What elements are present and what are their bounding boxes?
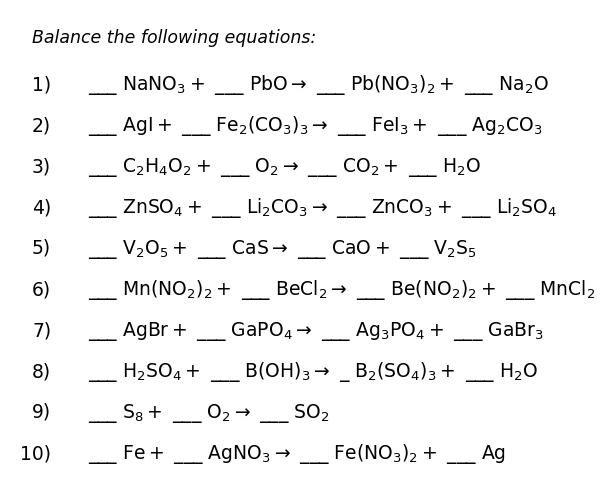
Text: Balance the following equations:: Balance the following equations: — [32, 29, 316, 47]
Text: 8): 8) — [32, 362, 51, 381]
Text: $\mathregular{\_ \_ \_ \ AgI + \ \_ \_ \_ \ Fe_2(CO_3)_3 \rightarrow \ \_ \_ \_ : $\mathregular{\_ \_ \_ \ AgI + \ \_ \_ \… — [88, 114, 543, 138]
Text: $\mathregular{\_ \_ \_ \ S_8 + \ \_ \_ \_ \ O_2 \rightarrow \ \_ \_ \_ \ SO_2}$: $\mathregular{\_ \_ \_ \ S_8 + \ \_ \_ \… — [88, 402, 330, 425]
Text: $\mathregular{\_ \_ \_ \ Fe + \ \_ \_ \_ \ AgNO_3 \rightarrow \ \_ \_ \_ \ Fe(NO: $\mathregular{\_ \_ \_ \ Fe + \ \_ \_ \_… — [88, 442, 506, 466]
Text: $\mathregular{\_ \_ \_ \ C_2H_4O_2 + \ \_ \_ \_ \ O_2 \rightarrow \ \_ \_ \_ \ C: $\mathregular{\_ \_ \_ \ C_2H_4O_2 + \ \… — [88, 156, 481, 179]
Text: 1): 1) — [32, 75, 51, 94]
Text: $\mathregular{\_ \_ \_ \ Mn(NO_2)_2 + \ \_ \_ \_ \ BeCl_2 \rightarrow \ \_ \_ \_: $\mathregular{\_ \_ \_ \ Mn(NO_2)_2 + \ … — [88, 278, 595, 302]
Text: 5): 5) — [32, 239, 51, 258]
Text: 3): 3) — [32, 157, 51, 176]
Text: $\mathregular{\_ \_ \_ \ AgBr + \ \_ \_ \_ \ GaPO_4 \rightarrow \ \_ \_ \_ \ Ag_: $\mathregular{\_ \_ \_ \ AgBr + \ \_ \_ … — [88, 320, 544, 343]
Text: 9): 9) — [32, 403, 51, 422]
Text: $\mathregular{\_ \_ \_ \ ZnSO_4 + \ \_ \_ \_ \ Li_2CO_3 \rightarrow \ \_ \_ \_ \: $\mathregular{\_ \_ \_ \ ZnSO_4 + \ \_ \… — [88, 196, 558, 220]
Text: 4): 4) — [32, 198, 51, 217]
Text: $\mathregular{\_ \_ \_ \ NaNO_3 + \ \_ \_ \_ \ PbO \rightarrow \ \_ \_ \_ \ Pb(N: $\mathregular{\_ \_ \_ \ NaNO_3 + \ \_ \… — [88, 73, 548, 97]
Text: $\mathregular{\_ \_ \_ \ H_2SO_4 + \ \_ \_ \_ \ B(OH)_3 \rightarrow \ \_ \ B_2(S: $\mathregular{\_ \_ \_ \ H_2SO_4 + \ \_ … — [88, 360, 538, 384]
Text: $\mathregular{\_ \_ \_ \ V_2O_5 + \ \_ \_ \_ \ CaS \rightarrow \ \_ \_ \_ \ CaO : $\mathregular{\_ \_ \_ \ V_2O_5 + \ \_ \… — [88, 238, 477, 261]
Text: 6): 6) — [32, 280, 51, 299]
Text: 2): 2) — [32, 116, 51, 135]
Text: 7): 7) — [32, 321, 51, 340]
Text: 10): 10) — [20, 444, 51, 463]
